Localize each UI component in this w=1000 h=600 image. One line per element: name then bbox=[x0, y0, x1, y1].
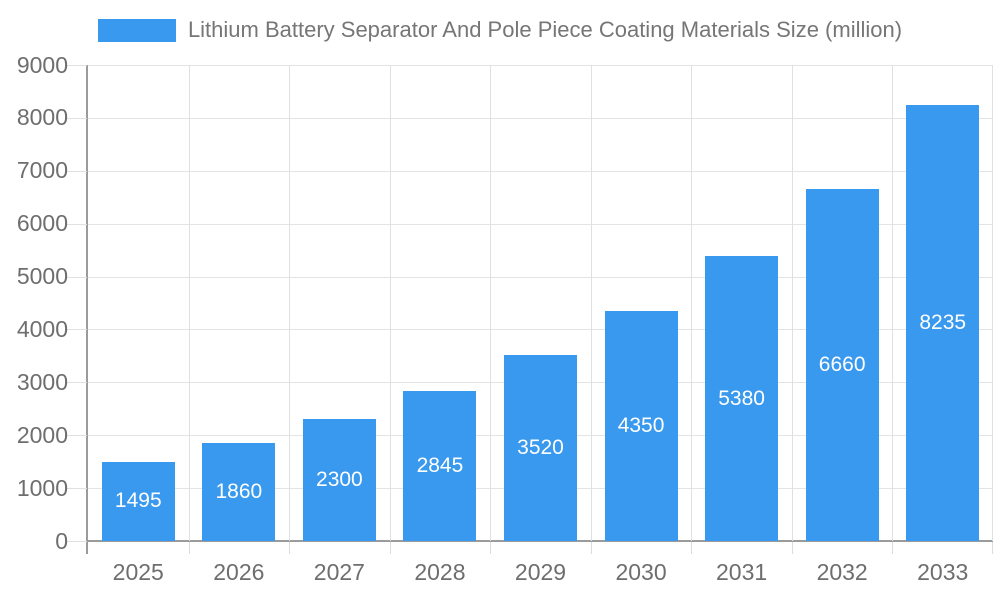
gridline-vertical bbox=[992, 65, 993, 541]
y-axis-tick-label: 7000 bbox=[16, 157, 68, 184]
gridline-horizontal bbox=[88, 170, 993, 172]
gridline-horizontal bbox=[88, 223, 993, 225]
plot-area: 1495 1860 2300 2845 3520 4350 5380 6660 8235 bbox=[88, 65, 993, 541]
y-axis-tick-label: 0 bbox=[55, 527, 68, 554]
y-axis-tick-label: 3000 bbox=[16, 368, 68, 395]
x-axis-line bbox=[86, 540, 993, 542]
x-axis-tick bbox=[389, 542, 391, 554]
x-axis-tick bbox=[992, 542, 993, 554]
y-axis-tick-label: 5000 bbox=[16, 263, 68, 290]
y-axis-tick-label: 1000 bbox=[16, 474, 68, 501]
bar-value-label: 3520 bbox=[517, 435, 564, 459]
legend-label: Lithium Battery Separator And Pole Piece… bbox=[187, 17, 903, 42]
x-axis-tick-label: 2031 bbox=[716, 559, 768, 585]
y-axis-tick bbox=[66, 117, 87, 119]
x-axis-tick bbox=[892, 542, 894, 554]
gridline-vertical bbox=[389, 65, 391, 541]
bar-value-label: 1860 bbox=[215, 479, 263, 503]
gridline-horizontal bbox=[88, 329, 993, 331]
gridline-vertical bbox=[691, 65, 693, 541]
bar-value-label: 1495 bbox=[114, 489, 162, 513]
bar[interactable]: 2300 bbox=[302, 419, 376, 541]
y-axis-tick-label: 2000 bbox=[16, 421, 68, 448]
bar-value-label: 2300 bbox=[316, 468, 363, 492]
bar[interactable]: 2845 bbox=[403, 390, 477, 541]
y-axis-tick bbox=[66, 382, 87, 384]
x-axis-tick-label: 2032 bbox=[816, 559, 868, 585]
bar[interactable]: 8235 bbox=[906, 105, 980, 541]
legend: Lithium Battery Separator And Pole Piece… bbox=[0, 14, 1000, 46]
x-axis-tick-label: 2028 bbox=[414, 559, 466, 585]
y-axis-tick-label: 6000 bbox=[16, 210, 68, 237]
x-axis-tick bbox=[791, 542, 793, 554]
y-axis-tick bbox=[66, 329, 87, 331]
y-axis-tick bbox=[66, 65, 87, 66]
bar-value-label: 8235 bbox=[919, 311, 967, 335]
y-axis-tick bbox=[66, 223, 87, 225]
gridline-vertical bbox=[892, 65, 894, 541]
x-axis-tick-label: 2033 bbox=[917, 559, 969, 585]
y-axis-tick bbox=[66, 276, 87, 278]
bar-value-label: 2845 bbox=[416, 453, 464, 477]
y-axis-tick-label: 4000 bbox=[16, 315, 68, 342]
bar[interactable]: 1860 bbox=[202, 442, 276, 541]
x-axis-tick-label: 2030 bbox=[615, 559, 667, 585]
bar-value-label: 4350 bbox=[617, 413, 665, 437]
bar-value-label: 6660 bbox=[818, 352, 866, 376]
y-axis-tick bbox=[66, 170, 87, 172]
bar[interactable]: 4350 bbox=[604, 310, 678, 541]
legend-item[interactable]: Lithium Battery Separator And Pole Piece… bbox=[97, 17, 903, 43]
legend-swatch-icon bbox=[97, 18, 176, 42]
gridline-vertical bbox=[791, 65, 793, 541]
bar-value-label: 5380 bbox=[718, 386, 765, 410]
y-axis-tick bbox=[66, 435, 87, 437]
gridline-vertical bbox=[590, 65, 592, 541]
gridline-vertical bbox=[289, 65, 291, 541]
y-axis-line bbox=[86, 65, 88, 553]
x-axis-tick bbox=[691, 542, 693, 554]
x-axis-tick-label: 2027 bbox=[313, 559, 365, 585]
bar[interactable]: 5380 bbox=[705, 256, 779, 541]
gridline-vertical bbox=[490, 65, 492, 541]
bar[interactable]: 6660 bbox=[805, 188, 879, 541]
y-axis-tick bbox=[66, 541, 87, 542]
x-axis-tick bbox=[289, 542, 291, 554]
gridline-horizontal bbox=[88, 117, 993, 119]
x-axis-tick-label: 2026 bbox=[213, 559, 265, 585]
x-axis-tick bbox=[86, 542, 88, 554]
bar[interactable]: 3520 bbox=[504, 354, 577, 541]
gridline-horizontal bbox=[88, 65, 993, 66]
x-axis-tick bbox=[490, 542, 492, 554]
y-axis-tick-label: 9000 bbox=[16, 51, 68, 78]
gridline-vertical bbox=[188, 65, 190, 541]
gridline-horizontal bbox=[88, 276, 993, 278]
y-axis-tick-label: 8000 bbox=[16, 104, 68, 131]
x-axis-tick-label: 2029 bbox=[514, 559, 567, 585]
x-axis-tick bbox=[590, 542, 592, 554]
bar[interactable]: 1495 bbox=[101, 461, 175, 541]
x-axis-tick-label: 2025 bbox=[112, 559, 164, 585]
x-axis-tick bbox=[188, 542, 190, 554]
y-axis-tick bbox=[66, 488, 87, 490]
